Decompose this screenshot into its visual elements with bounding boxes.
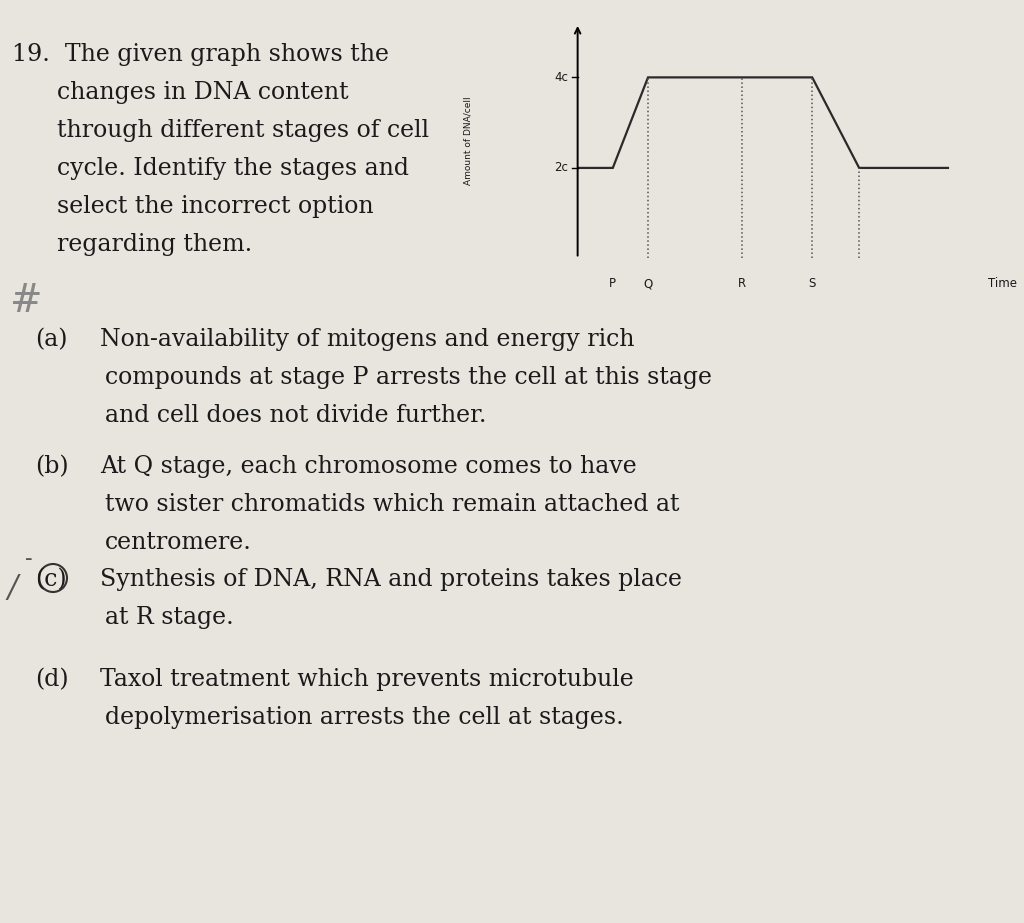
Text: 19.  The given graph shows the: 19. The given graph shows the <box>12 43 389 66</box>
Text: P: P <box>609 278 616 291</box>
Text: and cell does not divide further.: and cell does not divide further. <box>105 404 486 427</box>
Text: 2c: 2c <box>554 162 568 174</box>
Text: two sister chromatids which remain attached at: two sister chromatids which remain attac… <box>105 493 680 516</box>
Text: Amount of DNA/cell: Amount of DNA/cell <box>464 96 473 186</box>
Text: (c): (c) <box>35 568 67 591</box>
Text: select the incorrect option: select the incorrect option <box>12 195 374 218</box>
Text: 4c: 4c <box>554 71 568 84</box>
Text: S: S <box>809 278 816 291</box>
Text: (b): (b) <box>35 455 69 478</box>
Text: regarding them.: regarding them. <box>12 233 252 256</box>
Text: Taxol treatment which prevents microtubule: Taxol treatment which prevents microtubu… <box>100 668 634 691</box>
Text: (a): (a) <box>35 328 68 351</box>
Text: changes in DNA content: changes in DNA content <box>12 81 348 104</box>
Text: At Q stage, each chromosome comes to have: At Q stage, each chromosome comes to hav… <box>100 455 637 478</box>
Text: at R stage.: at R stage. <box>105 606 233 629</box>
Text: compounds at stage P arrests the cell at this stage: compounds at stage P arrests the cell at… <box>105 366 712 389</box>
Text: Time: Time <box>988 278 1017 291</box>
Text: R: R <box>737 278 745 291</box>
Text: centromere.: centromere. <box>105 531 252 554</box>
Text: #: # <box>10 283 43 320</box>
Text: -: - <box>25 548 33 570</box>
Text: Q: Q <box>643 278 652 291</box>
Text: Non-availability of mitogens and energy rich: Non-availability of mitogens and energy … <box>100 328 635 351</box>
Text: (d): (d) <box>35 668 69 691</box>
Text: cycle. Identify the stages and: cycle. Identify the stages and <box>12 157 409 180</box>
Text: Synthesis of DNA, RNA and proteins takes place: Synthesis of DNA, RNA and proteins takes… <box>100 568 682 591</box>
Text: through different stages of cell: through different stages of cell <box>12 119 429 142</box>
Text: /: / <box>7 573 17 604</box>
Text: depolymerisation arrests the cell at stages.: depolymerisation arrests the cell at sta… <box>105 706 624 729</box>
